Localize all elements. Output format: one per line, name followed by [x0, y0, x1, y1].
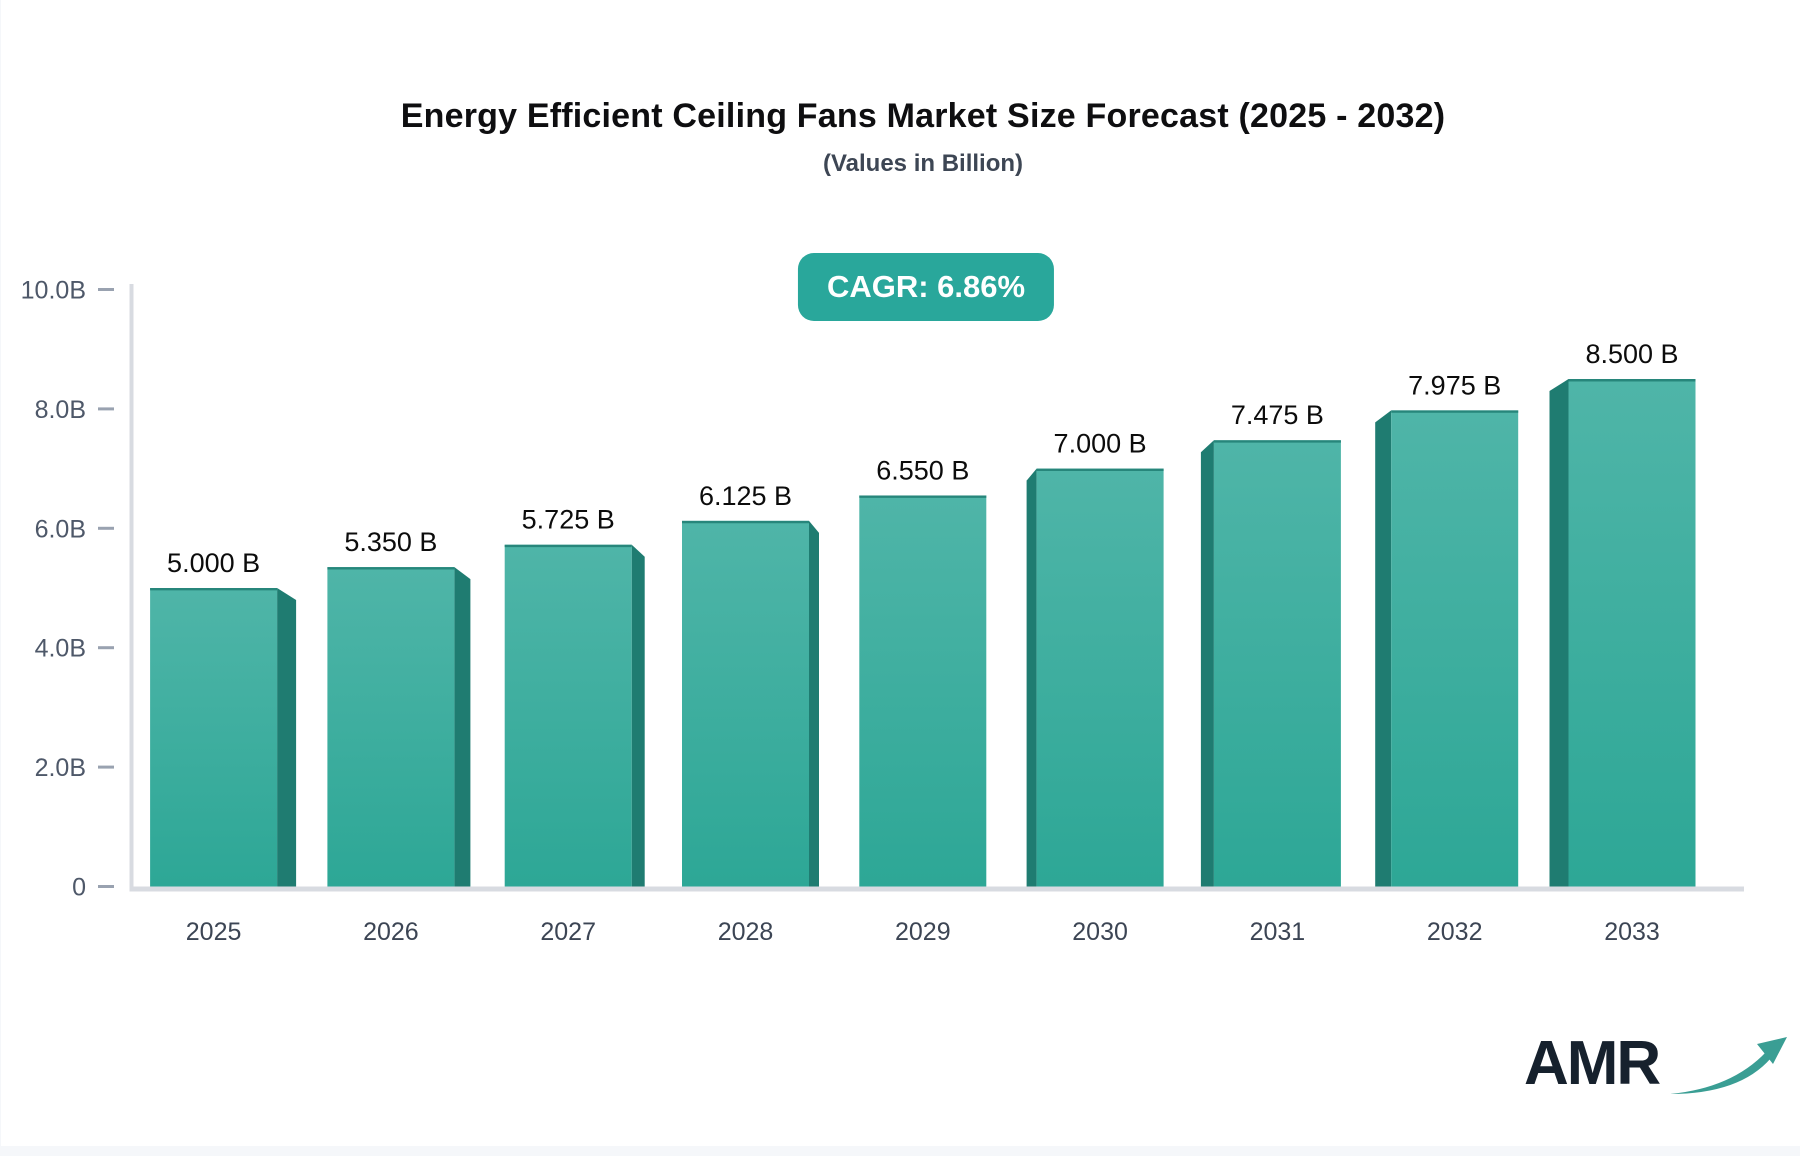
y-axis-label: 0 — [72, 874, 86, 902]
y-axis-label: 8.0B — [35, 396, 86, 424]
x-axis-label: 2027 — [540, 918, 596, 946]
bar-value-label: 8.500 B — [1585, 339, 1678, 369]
bar — [1391, 410, 1519, 887]
y-axis-label: 10.0B — [21, 277, 86, 305]
bar-value-label: 6.125 B — [699, 481, 792, 511]
growth-arrow-icon — [1670, 1037, 1787, 1094]
bar-value-label: 5.350 B — [344, 527, 437, 557]
amr-logo: AMR — [1524, 1028, 1787, 1118]
x-axis-label: 2032 — [1427, 918, 1483, 946]
x-axis-label: 2030 — [1072, 918, 1128, 946]
chart-title: Energy Efficient Ceiling Fans Market Siz… — [400, 97, 1446, 135]
y-axis-label: 2.0B — [35, 754, 86, 782]
x-axis-label: 2033 — [1604, 918, 1660, 946]
cagr-badge: CAGR: 6.86% — [797, 253, 1055, 321]
x-axis-label: 2031 — [1250, 918, 1306, 946]
bar — [1568, 379, 1696, 887]
bar — [1036, 468, 1164, 887]
bar-side-face — [1200, 440, 1214, 887]
chart-subtitle: (Values in Billion) — [822, 150, 1024, 177]
x-axis-label: 2025 — [186, 918, 242, 946]
x-axis-label: 2029 — [895, 918, 951, 946]
bar-side-face — [1375, 410, 1392, 887]
bar-side-face — [1026, 468, 1037, 887]
bar-value-label: 5.725 B — [522, 505, 615, 535]
bar — [504, 544, 632, 887]
bar — [859, 495, 987, 887]
x-axis-label: 2026 — [363, 918, 419, 946]
bar-value-label: 5.000 B — [167, 548, 260, 578]
bar-side-face — [454, 567, 471, 887]
bar-side-face — [277, 588, 297, 887]
bar-value-label: 7.000 B — [1054, 429, 1147, 459]
bar — [150, 588, 278, 887]
bar — [1213, 440, 1341, 887]
bar-value-label: 6.550 B — [876, 455, 969, 485]
y-axis-label: 6.0B — [35, 515, 86, 543]
bar-side-face — [631, 544, 645, 887]
bar-value-label: 7.475 B — [1231, 400, 1324, 430]
bar — [682, 520, 809, 887]
bar-value-label: 7.975 B — [1408, 370, 1501, 400]
bar — [327, 567, 455, 887]
x-axis-label: 2028 — [718, 918, 774, 946]
bar-side-face — [1549, 379, 1569, 887]
bar-side-face — [809, 520, 819, 887]
y-axis-label: 4.0B — [35, 635, 86, 663]
amr-logo-text: AMR — [1524, 1029, 1661, 1098]
